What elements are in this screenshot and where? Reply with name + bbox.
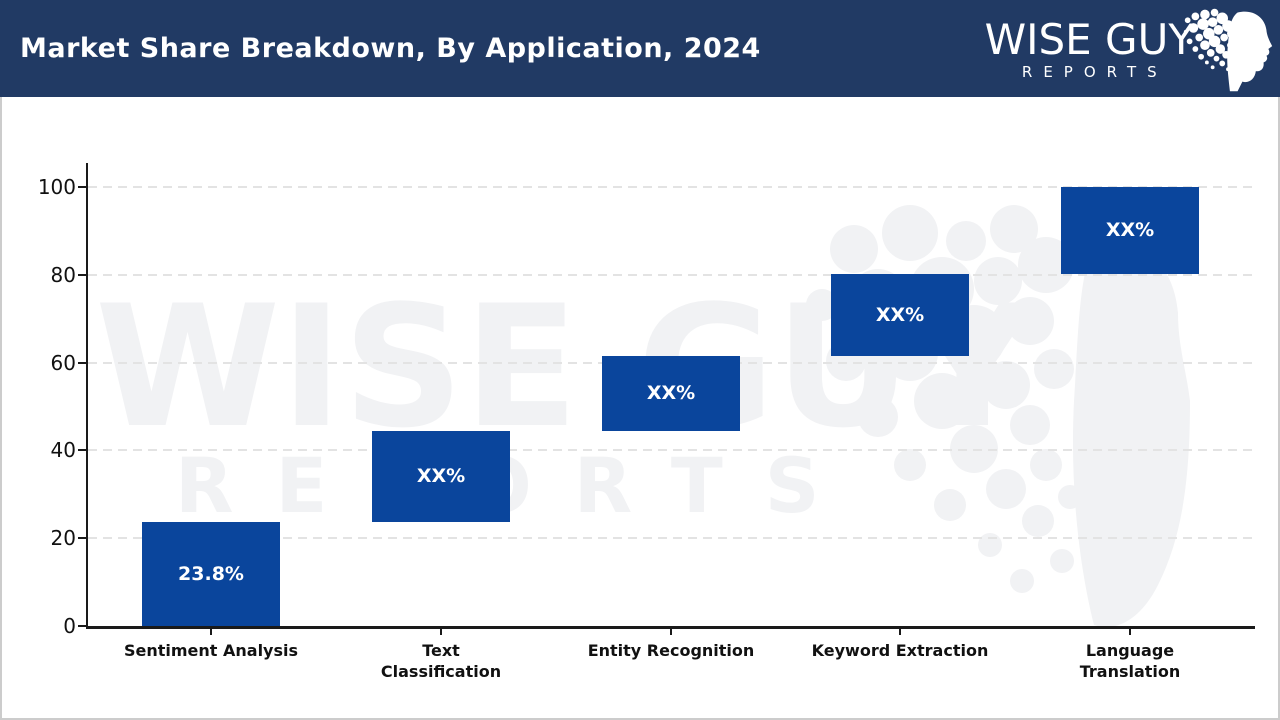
bar-segment: XX% <box>1061 187 1199 274</box>
x-tick-mark <box>210 629 212 635</box>
x-tick-mark <box>670 629 672 635</box>
y-tick-mark <box>78 273 86 276</box>
bar-value-label: XX% <box>1105 219 1155 242</box>
bar-segment: XX% <box>602 355 740 432</box>
y-tick-mark <box>78 625 86 627</box>
bar-segment: 23.8% <box>142 521 280 626</box>
y-tick-mark <box>78 361 86 364</box>
gridline <box>88 186 1253 188</box>
logo-subtitle: REPORTS <box>1021 63 1168 81</box>
y-tick-mark <box>78 186 86 188</box>
x-tick-mark <box>440 629 442 635</box>
x-tick-label: Language Translation <box>1015 640 1245 682</box>
logo-text: WISE GUY REPORTS <box>984 15 1194 82</box>
bar-value-label: XX% <box>416 465 466 488</box>
y-tick-label: 20 <box>50 526 76 551</box>
y-tick-mark <box>78 449 86 452</box>
y-tick-mark <box>78 537 86 540</box>
x-tick-label: Sentiment Analysis <box>96 640 326 661</box>
x-tick-mark <box>899 629 901 635</box>
gridline <box>88 537 1253 540</box>
header-band: Market Share Breakdown, By Application, … <box>0 0 1280 97</box>
y-axis <box>86 163 88 629</box>
wise-guy-logo: WISE GUY REPORTS <box>985 4 1276 96</box>
x-tick-label-line: Sentiment Analysis <box>123 641 299 660</box>
bar-value-label: 23.8% <box>178 562 244 585</box>
watermark-face-icon <box>806 205 1190 628</box>
y-tick-label: 60 <box>50 350 76 375</box>
logo-face-icon <box>1183 8 1273 92</box>
x-tick-mark <box>1129 629 1131 635</box>
bar-segment: XX% <box>372 431 510 522</box>
x-tick-label: Keyword Extraction <box>785 640 1015 661</box>
bar-value-label: XX% <box>875 303 925 326</box>
x-tick-label: Text Classification <box>326 640 556 682</box>
x-tick-label-line: Language <box>1085 641 1175 660</box>
page-title: Market Share Breakdown, By Application, … <box>20 33 761 64</box>
x-tick-label-line: Entity Recognition <box>587 641 755 660</box>
y-tick-label: 80 <box>50 262 76 287</box>
bar-value-label: XX% <box>646 382 696 405</box>
x-tick-label-line: Text <box>422 641 460 660</box>
bar-segment: XX% <box>831 273 969 356</box>
gridline <box>88 273 1253 276</box>
x-tick-label-line: Translation <box>1079 662 1181 681</box>
logo-wordmark: WISE GUY <box>984 15 1194 64</box>
y-tick-label: 100 <box>37 175 76 199</box>
x-tick-label-line: Keyword Extraction <box>811 641 989 660</box>
gridline <box>88 449 1253 452</box>
y-tick-label: 0 <box>63 614 76 638</box>
x-tick-label-line: Classification <box>380 662 502 681</box>
x-tick-label: Entity Recognition <box>556 640 786 661</box>
x-axis <box>86 626 1255 629</box>
y-tick-label: 40 <box>50 438 76 463</box>
